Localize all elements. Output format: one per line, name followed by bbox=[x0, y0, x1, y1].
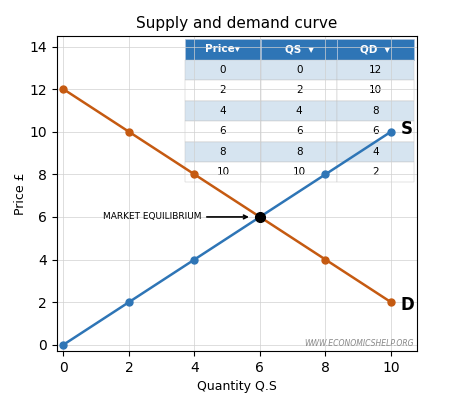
Y-axis label: Price £: Price £ bbox=[14, 172, 27, 215]
Text: WWW.ECONOMICSHELP.ORG: WWW.ECONOMICSHELP.ORG bbox=[304, 339, 413, 348]
Text: D: D bbox=[401, 296, 414, 314]
Title: Supply and demand curve: Supply and demand curve bbox=[137, 16, 337, 31]
Text: S: S bbox=[401, 120, 413, 138]
Text: MARKET EQUILIBRIUM: MARKET EQUILIBRIUM bbox=[103, 212, 247, 221]
X-axis label: Quantity Q.S: Quantity Q.S bbox=[197, 380, 277, 393]
